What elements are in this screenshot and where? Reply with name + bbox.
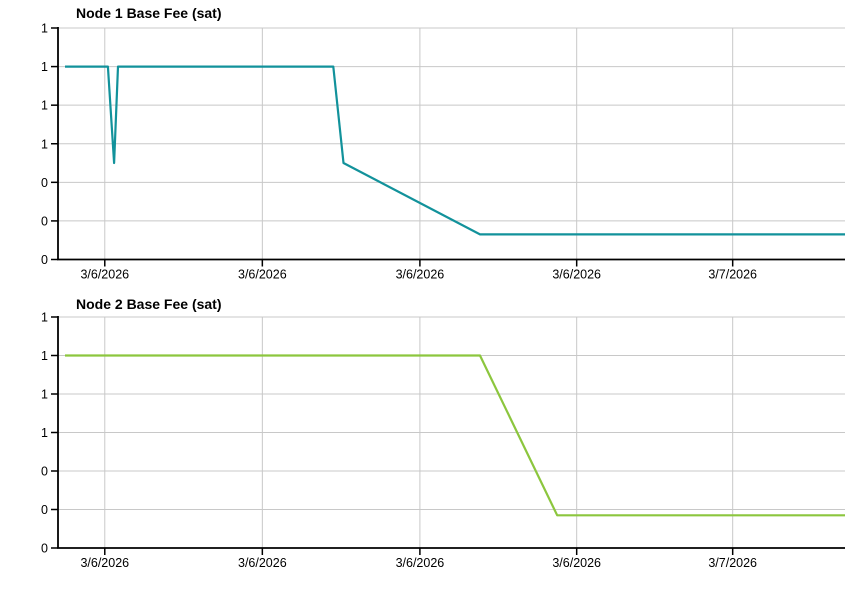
y-tick-label: 1 [41,426,48,440]
x-tick-label: 3/6/2026 [552,268,601,282]
x-tick-label: 3/7/2026 [708,268,757,282]
x-tick-label: 3/6/2026 [238,268,287,282]
x-tick-label: 3/6/2026 [238,556,287,570]
y-tick-label: 0 [41,253,48,267]
chart-2: 1 1 1 1 0 0 0 3/6/2026 3/6/2026 3/6/2026 3/6/2026 3… [41,311,845,570]
y-tick-label: 1 [41,349,48,363]
y-tick-label: 1 [41,22,48,36]
x-tick-label: 3/6/2026 [396,268,445,282]
x-tick-label: 3/6/2026 [80,268,129,282]
y-tick-label: 1 [41,137,48,151]
chart-1: 1 1 1 1 0 0 0 3/6/2026 3/6/2026 3/6/2026 3/6/2026 3… [41,22,845,282]
x-tick-label: 3/6/2026 [396,556,445,570]
chart2-title: Node 2 Base Fee (sat) [76,296,222,312]
x-tick-label: 3/6/2026 [552,556,601,570]
x-tick-label: 3/6/2026 [80,556,129,570]
y-tick-label: 1 [41,388,48,402]
y-tick-label: 1 [41,60,48,74]
y-tick-label: 0 [41,214,48,228]
x-tick-label: 3/7/2026 [708,556,757,570]
y-tick-label: 0 [41,542,48,556]
y-tick-label: 1 [41,99,48,113]
y-tick-label: 0 [41,465,48,479]
y-tick-label: 0 [41,176,48,190]
chart1-title: Node 1 Base Fee (sat) [76,5,222,21]
y-tick-label: 1 [41,311,48,325]
y-tick-label: 0 [41,503,48,517]
node1-base-fee-line [65,65,845,236]
node2-base-fee-line [65,354,845,517]
